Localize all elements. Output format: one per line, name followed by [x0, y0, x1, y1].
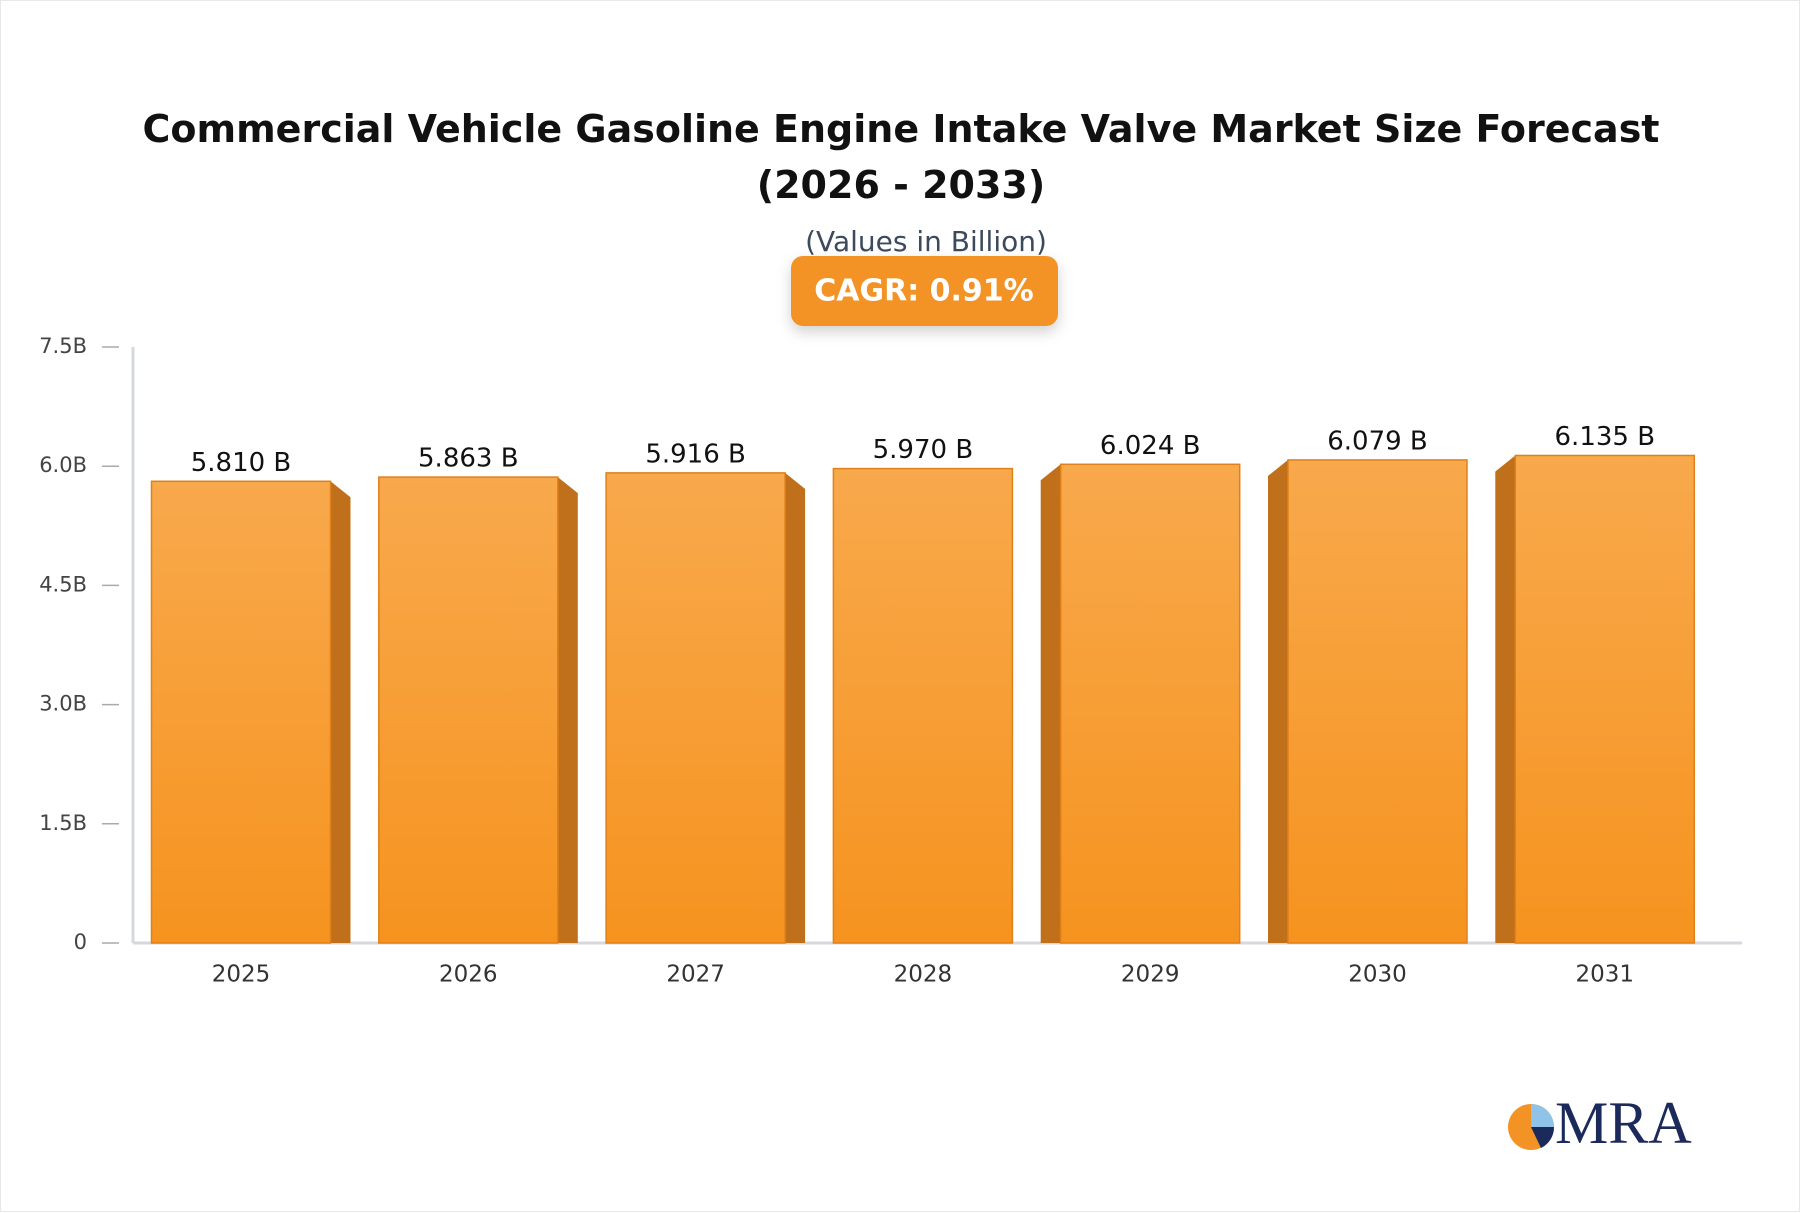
bar — [378, 476, 559, 944]
value-label: 6.135 B — [1555, 422, 1656, 452]
cagr-label: CAGR: 0.91% — [814, 274, 1033, 309]
x-tick-label: 2028 — [894, 962, 953, 988]
bar — [832, 467, 1014, 944]
x-tick-label: 2027 — [666, 962, 725, 988]
y-tick-label: 1.5B — [39, 811, 87, 835]
cagr-badge — [791, 256, 1058, 326]
value-label: 5.863 B — [418, 444, 519, 474]
value-label: 5.970 B — [873, 435, 974, 465]
bar — [150, 480, 332, 944]
bar-side — [1040, 464, 1061, 943]
bar — [1059, 463, 1241, 944]
x-tick-label: 2025 — [212, 962, 271, 988]
y-tick-label: 3.0B — [39, 692, 87, 716]
y-tick-label: 7.5B — [39, 334, 87, 358]
bar-side — [1495, 455, 1516, 943]
chart-subtitle: (Values in Billion) — [805, 225, 1047, 258]
logo: MRA — [1508, 1090, 1692, 1156]
value-label: 5.916 B — [645, 439, 746, 469]
x-tick-label: 2026 — [439, 962, 498, 988]
x-tick-label: 2031 — [1576, 962, 1635, 988]
logo-text: MRA — [1555, 1090, 1692, 1156]
bar-side — [557, 477, 578, 943]
bar-side — [330, 481, 351, 943]
bar — [1287, 459, 1468, 944]
x-tick-label: 2029 — [1121, 962, 1180, 988]
y-tick-label: 0 — [74, 930, 87, 954]
y-tick-label: 6.0B — [39, 453, 87, 477]
value-label: 6.024 B — [1100, 431, 1201, 461]
bar — [605, 472, 786, 944]
x-tick-label: 2030 — [1348, 962, 1407, 988]
logo-icon-slice — [1531, 1127, 1555, 1148]
logo-icon-slice — [1531, 1104, 1554, 1127]
bar-side — [785, 472, 806, 943]
chart-title: Commercial Vehicle Gasoline Engine Intak… — [142, 107, 1660, 207]
bar — [1514, 454, 1696, 944]
value-label: 5.810 B — [191, 448, 292, 478]
y-tick-label: 4.5B — [39, 572, 87, 596]
bar-side — [1268, 459, 1288, 943]
value-label: 6.079 B — [1327, 426, 1428, 456]
